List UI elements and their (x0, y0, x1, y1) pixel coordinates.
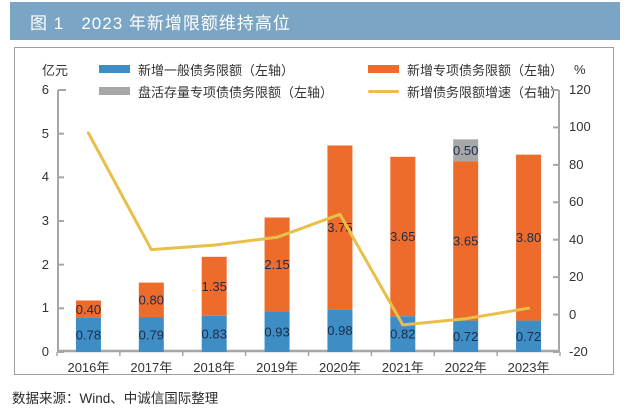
bar-segment (138, 317, 164, 352)
left-axis-tick-label: 1 (41, 300, 49, 316)
right-axis-tick-label: -20 (569, 344, 588, 359)
bar-segment (516, 154, 542, 321)
bar-segment (138, 282, 164, 318)
bar-segment (75, 300, 101, 318)
left-axis-tick-label: 4 (41, 169, 49, 185)
bar-value-label: 0.80 (139, 293, 164, 308)
legend-item-growth-rate: 新增债务限额增速（右轴） (368, 84, 564, 100)
bar-segment (201, 256, 227, 316)
bar-value-label: 0.79 (139, 327, 164, 342)
right-axis-tick-label: 100 (569, 119, 591, 135)
legend-label: 新增债务限额增速（右轴） (407, 84, 564, 100)
x-axis-label: 2016年 (67, 360, 110, 375)
bar-value-label: 0.72 (453, 329, 478, 344)
legend-line-swatch-icon (368, 89, 399, 93)
right-axis-tick-label: 20 (569, 269, 584, 285)
bar-segment (390, 156, 416, 317)
x-axis-label: 2022年 (444, 360, 487, 375)
chart-panel: 亿元 % 新增一般债务限额（左轴） 新增专项债务限额（左轴） 盘活存量专项债债务… (14, 47, 614, 375)
bar-segment (516, 320, 542, 352)
right-axis-tick-label: 0 (569, 306, 577, 322)
legend-item-special-debt: 新增专项债务限额（左轴） (368, 62, 564, 78)
figure-title-bar: 图 1 2023 年新增限额维持高位 (10, 2, 620, 40)
bar-value-label: 0.72 (516, 329, 541, 344)
legend-item-general-debt: 新增一般债务限额（左轴） (99, 62, 295, 78)
left-axis-tick-label: 2 (41, 256, 49, 272)
bar-value-label: 0.98 (327, 323, 352, 338)
bar-value-label: 3.65 (390, 229, 415, 244)
legend-label: 盘活存量专项债债务限额（左轴） (138, 84, 334, 100)
bar-segment (453, 161, 479, 321)
x-axis-label: 2019年 (256, 360, 299, 375)
right-axis-tick-label: 80 (569, 156, 584, 172)
legend-bar-swatch-icon (368, 65, 399, 73)
legend-bar-swatch-icon (99, 65, 130, 73)
right-axis-tick-label: 60 (569, 194, 584, 210)
bar-value-label: 2.15 (264, 257, 289, 272)
bar-value-label: 3.65 (453, 233, 478, 248)
bar-value-label: 3.80 (516, 230, 541, 245)
bar-value-label: 0.50 (453, 143, 478, 158)
data-source-note: 数据来源：Wind、中诚信国际整理 (12, 391, 219, 406)
x-axis-label: 2021年 (381, 360, 424, 375)
chart-plot: 0.780.400.790.800.831.350.932.150.983.75… (56, 89, 561, 356)
bar-value-label: 1.35 (202, 279, 227, 294)
growth-line (86, 131, 531, 327)
bar-segment (327, 309, 353, 352)
right-axis-tick-label: 120 (569, 82, 591, 97)
bar-value-label: 0.93 (264, 324, 289, 339)
right-axis-tick-label: 40 (569, 231, 584, 247)
bar-value-label: 0.82 (390, 327, 415, 342)
legend-label: 新增专项债务限额（左轴） (407, 62, 564, 78)
left-axis-unit: 亿元 (42, 63, 69, 78)
bar-value-label: 0.78 (76, 328, 101, 343)
legend-label: 新增一般债务限额（左轴） (138, 62, 295, 78)
left-axis-tick-label: 0 (41, 344, 49, 359)
x-axis-label: 2017年 (130, 360, 173, 375)
left-axis-tick-label: 5 (41, 125, 49, 141)
bar-segment (453, 320, 479, 352)
left-axis-tick-label: 3 (41, 213, 49, 228)
bar-value-label: 0.40 (76, 302, 101, 317)
x-axis-label: 2018年 (193, 360, 236, 375)
legend-item-stock-special-debt: 盘活存量专项债债务限额（左轴） (99, 84, 334, 100)
figure-title: 图 1 2023 年新增限额维持高位 (30, 13, 291, 33)
x-axis-label: 2023年 (507, 360, 550, 375)
bar-segment (453, 139, 479, 162)
bar-segment (201, 315, 227, 352)
bar-value-label: 0.83 (202, 326, 227, 341)
x-axis-label: 2020年 (318, 360, 361, 375)
legend-bar-swatch-icon (99, 87, 130, 95)
left-axis-tick-label: 6 (41, 82, 49, 97)
right-axis-unit: % (574, 62, 586, 77)
bar-segment (264, 311, 290, 352)
bar-segment (75, 317, 101, 352)
